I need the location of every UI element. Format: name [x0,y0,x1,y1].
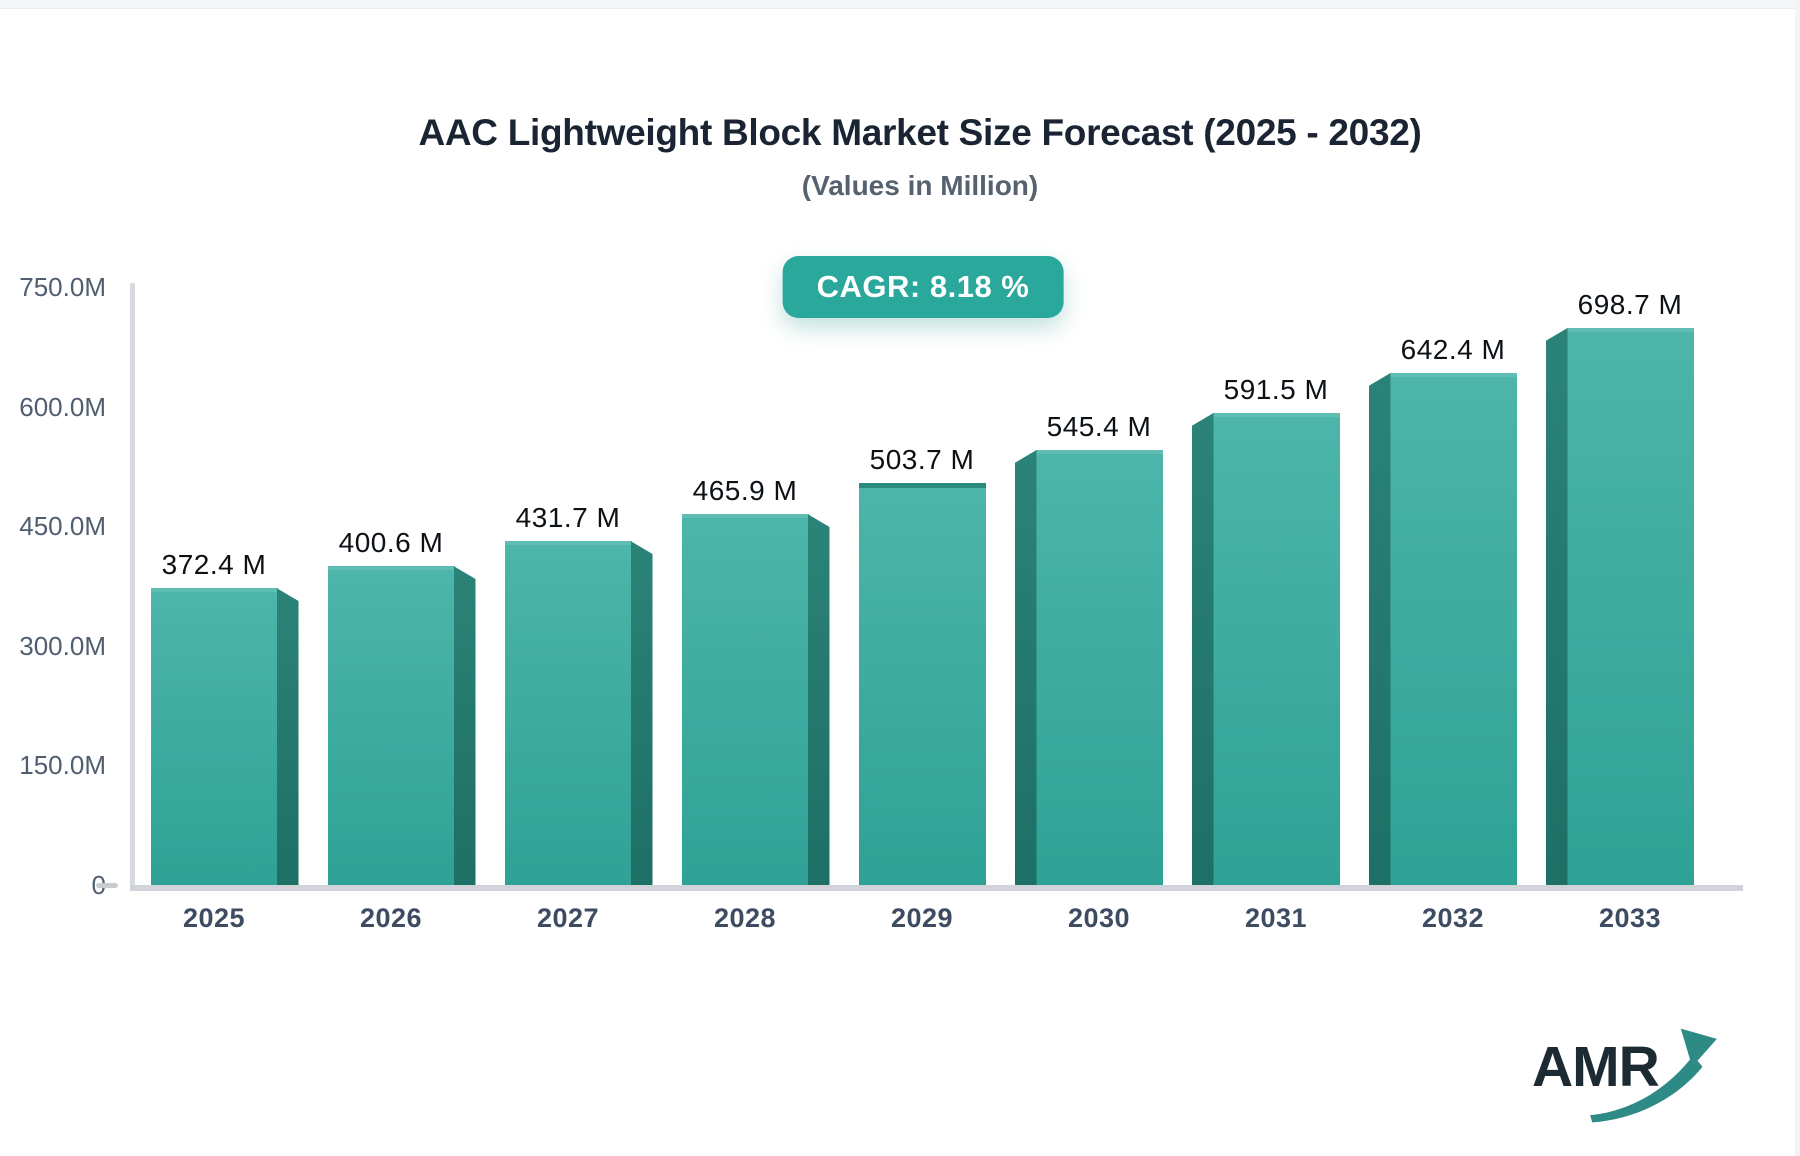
bar-side-2032 [1368,373,1391,885]
bar-value-label: 465.9 M [692,475,798,506]
bar-side-2030 [1014,450,1037,885]
bar-side-2027 [630,541,653,885]
chart-header: AAC Lightweight Block Market Size Foreca… [0,111,1800,202]
bar-2032 [1389,373,1517,885]
x-axis-label-2032: 2032 [1421,903,1485,933]
x-axis-label-2030: 2030 [1067,903,1131,933]
bar-value-label: 431.7 M [515,502,621,533]
bar-side-2031 [1191,413,1214,885]
bar-value-label: 591.5 M [1223,374,1329,405]
x-axis-label-2029: 2029 [890,903,954,933]
y-axis-line [130,283,135,890]
cagr-badge: CAGR: 8.18 % [782,256,1064,318]
y-axis-tick-label: 150.0M [19,750,106,781]
bar-2031 [1212,413,1340,885]
bar-value-label: 642.4 M [1400,334,1506,365]
x-axis-label-2026: 2026 [359,903,423,933]
x-axis-label-2025: 2025 [182,903,246,933]
zero-tick-mark [96,883,118,888]
bar-2027 [504,541,632,885]
bar-side-2028 [807,514,830,885]
x-axis-line [130,885,1743,891]
bar-value-label: 372.4 M [161,549,267,580]
y-axis-tick-label: 750.0M [19,272,106,302]
x-axis-label-2028: 2028 [713,903,777,933]
bar-value-label: 545.4 M [1046,411,1152,442]
bar-value-label: 400.6 M [338,527,444,558]
x-axis-label-2033: 2033 [1598,903,1662,933]
x-axis-label-2031: 2031 [1244,903,1308,933]
bar-value-label: 503.7 M [869,444,975,475]
amr-logo: AMR [1520,1018,1800,1138]
y-axis-tick-label: 600.0M [19,391,106,422]
bar-2030 [1035,450,1163,885]
bar-2026 [327,566,455,885]
bar-side-2025 [276,588,299,885]
amr-logo-text: AMR [1532,1035,1660,1099]
bar-side-2026 [453,566,476,885]
chart-title: AAC Lightweight Block Market Size Foreca… [418,112,1422,153]
bar-2033 [1566,328,1694,885]
bar-2029 [858,483,986,885]
bar-value-label: 698.7 M [1577,289,1683,320]
y-axis-tick-label: 300.0M [19,630,106,661]
y-axis-tick-label: 450.0M [19,511,106,542]
page-right-edge [1795,0,1800,1156]
chart-subtitle: (Values in Million) [801,170,1039,201]
bar-2028 [681,514,809,885]
page-top-edge [0,0,1800,9]
bar-side-2033 [1545,328,1568,885]
x-axis-label-2027: 2027 [536,903,600,933]
growth-arrow-icon [1590,1028,1717,1123]
cagr-badge-label: CAGR: 8.18 % [816,269,1030,304]
bar-2025 [150,588,278,885]
